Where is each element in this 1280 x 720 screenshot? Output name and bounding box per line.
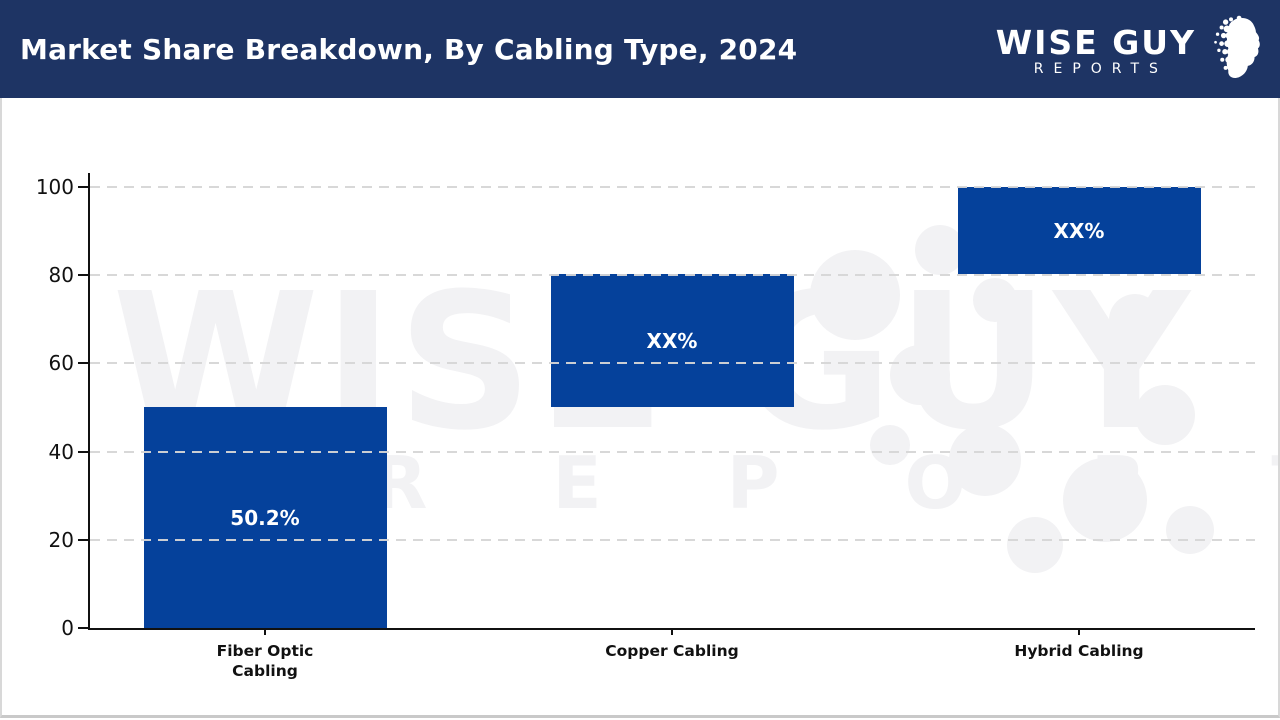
y-axis-tick-label: 100 [35,175,74,199]
y-axis-tick-mark [78,539,90,541]
gridline [90,539,1255,541]
chart-title: Market Share Breakdown, By Cabling Type,… [20,32,798,66]
y-axis-tick-mark [78,362,90,364]
x-axis-category-label: Hybrid Cabling [1014,642,1144,660]
y-axis-tick-label: 40 [48,440,74,464]
plot-area: 0 20 40 60 80 100 50.2% Fiber Optic Cabling XX% C… [36,173,1255,680]
y-axis-tick-mark [78,451,90,453]
bar-segment [143,407,387,628]
wise-guy-logo: WISE GUY REPORTS [996,6,1266,92]
logo-wordmark: WISE GUY [995,22,1196,62]
bar-value-label: 50.2% [230,505,300,530]
y-axis-tick-label: 80 [48,263,74,287]
bar-segment [550,274,794,407]
x-axis-category-label: Copper Cabling [605,642,739,660]
gridline [90,274,1255,276]
y-axis-tick-label: 20 [48,528,74,552]
logo-subtitle: REPORTS [1033,60,1168,77]
watermark-dots-icon [810,225,1214,573]
bar-value-label: XX% [1053,218,1105,243]
x-axis-category-label: Fiber Optic Cabling [216,642,314,680]
wise-guy-head-logo-icon [1214,15,1260,79]
header-bar: Market Share Breakdown, By Cabling Type,… [0,0,1280,98]
y-axis-tick-mark [78,186,90,188]
y-axis-tick-label: 0 [61,616,74,640]
y-axis-tick-mark [78,274,90,276]
x-axis-tick-mark [1078,628,1080,635]
x-axis-tick-mark [264,628,266,635]
gridline [90,186,1255,188]
y-axis-tick-mark [78,627,90,629]
x-axis-tick-mark [671,628,673,635]
gridline [90,362,1255,364]
gridline [90,451,1255,453]
bar-value-label: XX% [646,328,698,353]
y-axis-tick-label: 60 [48,351,74,375]
bar-segment [957,187,1201,274]
logo-text: WISE GUY REPORTS [995,22,1196,77]
